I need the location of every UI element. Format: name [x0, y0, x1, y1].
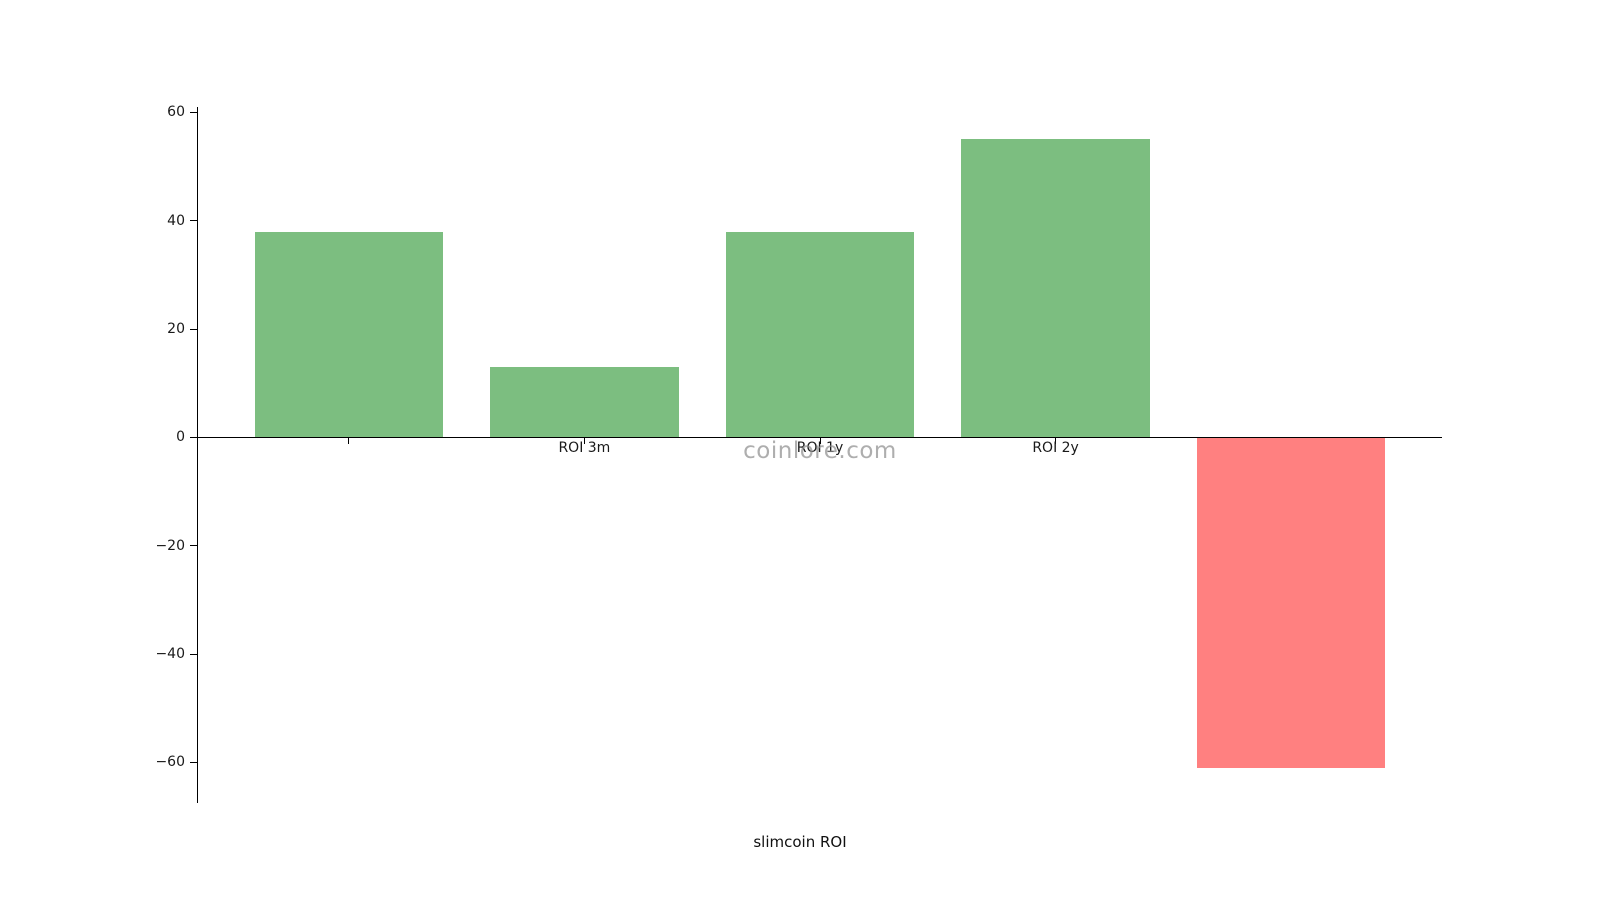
y-tick-label-60: 60	[167, 104, 185, 121]
y-tick-label--20: −20	[155, 537, 185, 554]
watermark: coinlore.com	[743, 438, 897, 465]
x-tick-3	[1055, 437, 1057, 445]
y-tick-label-40: 40	[167, 212, 185, 229]
y-tick-label-0: 0	[176, 429, 185, 446]
y-tick-label--40: −40	[155, 646, 185, 663]
x-tick-label-roi-2y: ROI 2y	[1032, 440, 1079, 457]
y-axis-spine	[197, 107, 199, 803]
y-tick-0	[190, 436, 198, 439]
bar-category-4	[1196, 437, 1386, 768]
x-tick-label-roi-3m: ROI 3m	[558, 440, 611, 457]
y-tick-label--60: −60	[155, 754, 185, 771]
x-tick-2	[819, 437, 821, 445]
y-tick--60	[190, 761, 198, 764]
chart-bottom-label: slimcoin ROI	[753, 833, 847, 851]
bar-roi-2y	[961, 139, 1150, 438]
y-tick--20	[190, 545, 198, 547]
bar-category-0	[254, 231, 444, 438]
x-axis-zero-line	[197, 436, 1442, 439]
y-tick-60	[190, 111, 198, 114]
y-tick-20	[190, 328, 198, 330]
bar-roi-3m	[490, 366, 679, 438]
y-tick-40	[190, 220, 198, 222]
x-tick-1	[583, 437, 586, 445]
y-tick--40	[190, 653, 198, 655]
bar-roi-1y	[725, 231, 915, 438]
x-tick-label-roi-1y: ROI 1y	[796, 440, 844, 457]
y-tick-label-20: 20	[167, 321, 185, 338]
x-tick-0	[348, 437, 350, 445]
